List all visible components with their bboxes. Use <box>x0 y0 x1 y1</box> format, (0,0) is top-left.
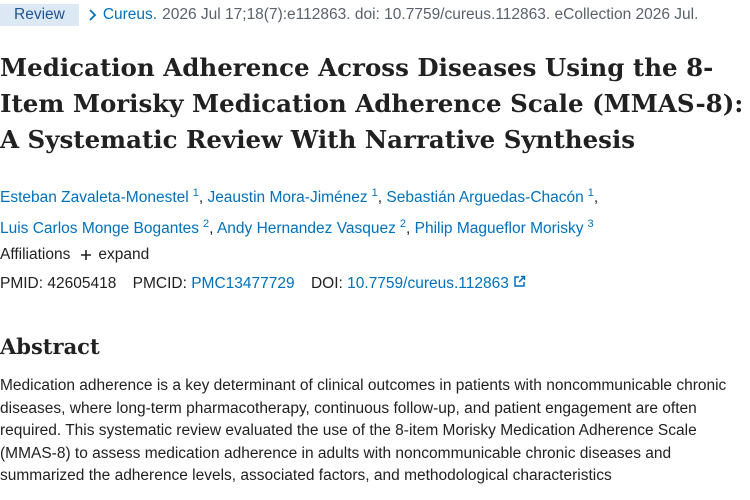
separator: , <box>377 189 383 207</box>
affiliations-row: Affiliations expand <box>0 246 149 264</box>
expand-label: expand <box>98 246 150 263</box>
citation: 2026 Jul 17;18(7):e112863. doi: 10.7759/… <box>162 6 699 23</box>
affiliation-ref[interactable]: 2 <box>203 218 210 231</box>
author[interactable]: Andy Hernandez Vasquez <box>216 220 396 238</box>
affiliation-ref[interactable]: 1 <box>192 187 199 199</box>
journal-link[interactable]: Cureus. <box>102 6 158 23</box>
abstract-text: Medication adherence is a key determinan… <box>0 377 727 484</box>
expand-button[interactable]: expand <box>80 246 149 264</box>
plus-icon <box>81 250 92 260</box>
chevron-icon <box>89 9 97 21</box>
separator: , <box>406 220 411 238</box>
separator: , <box>198 189 204 207</box>
affiliation-ref[interactable]: 1 <box>587 187 594 199</box>
publication-type: Review <box>0 4 79 26</box>
author[interactable]: Philip Magueflor Morisky <box>414 220 584 238</box>
pmcid-label: PMCID: <box>132 275 187 292</box>
author[interactable]: Jeaustin Mora-Jiménez <box>207 189 368 207</box>
external-link-icon <box>514 275 526 287</box>
affiliation-ref[interactable]: 1 <box>371 187 378 199</box>
author[interactable]: Luis Carlos Monge Bogantes <box>0 220 200 238</box>
affiliation-ref[interactable]: 3 <box>587 218 594 231</box>
identifiers: PMID: 42605418 PMCID: PMC13477729 DOI: 1… <box>0 275 526 293</box>
pmid: 42605418 <box>47 275 117 292</box>
citation-bar: Review Cureus. 2026 Jul 17;18(7):e112863… <box>0 4 698 26</box>
article-title: Medication Adherence Across Diseases Usi… <box>0 53 744 154</box>
affiliations-label: Affiliations <box>0 246 71 263</box>
affiliation-ref[interactable]: 2 <box>399 218 407 231</box>
doi-label: DOI: <box>310 275 343 292</box>
author[interactable]: Esteban Zavaleta-Monestel <box>0 189 189 207</box>
abstract-heading: Abstract <box>0 334 100 359</box>
separator: , <box>209 220 214 238</box>
separator: , <box>593 189 599 207</box>
author-list: Esteban Zavaleta-Monestel 1, Jeaustin Mor… <box>0 180 745 242</box>
author[interactable]: Sebastián Arguedas-Chacón <box>386 189 584 207</box>
pmid-label: PMID: <box>0 275 44 292</box>
doi-link[interactable]: 10.7759/cureus.112863 <box>347 275 509 292</box>
pmcid-link[interactable]: PMC13477729 <box>191 275 295 292</box>
